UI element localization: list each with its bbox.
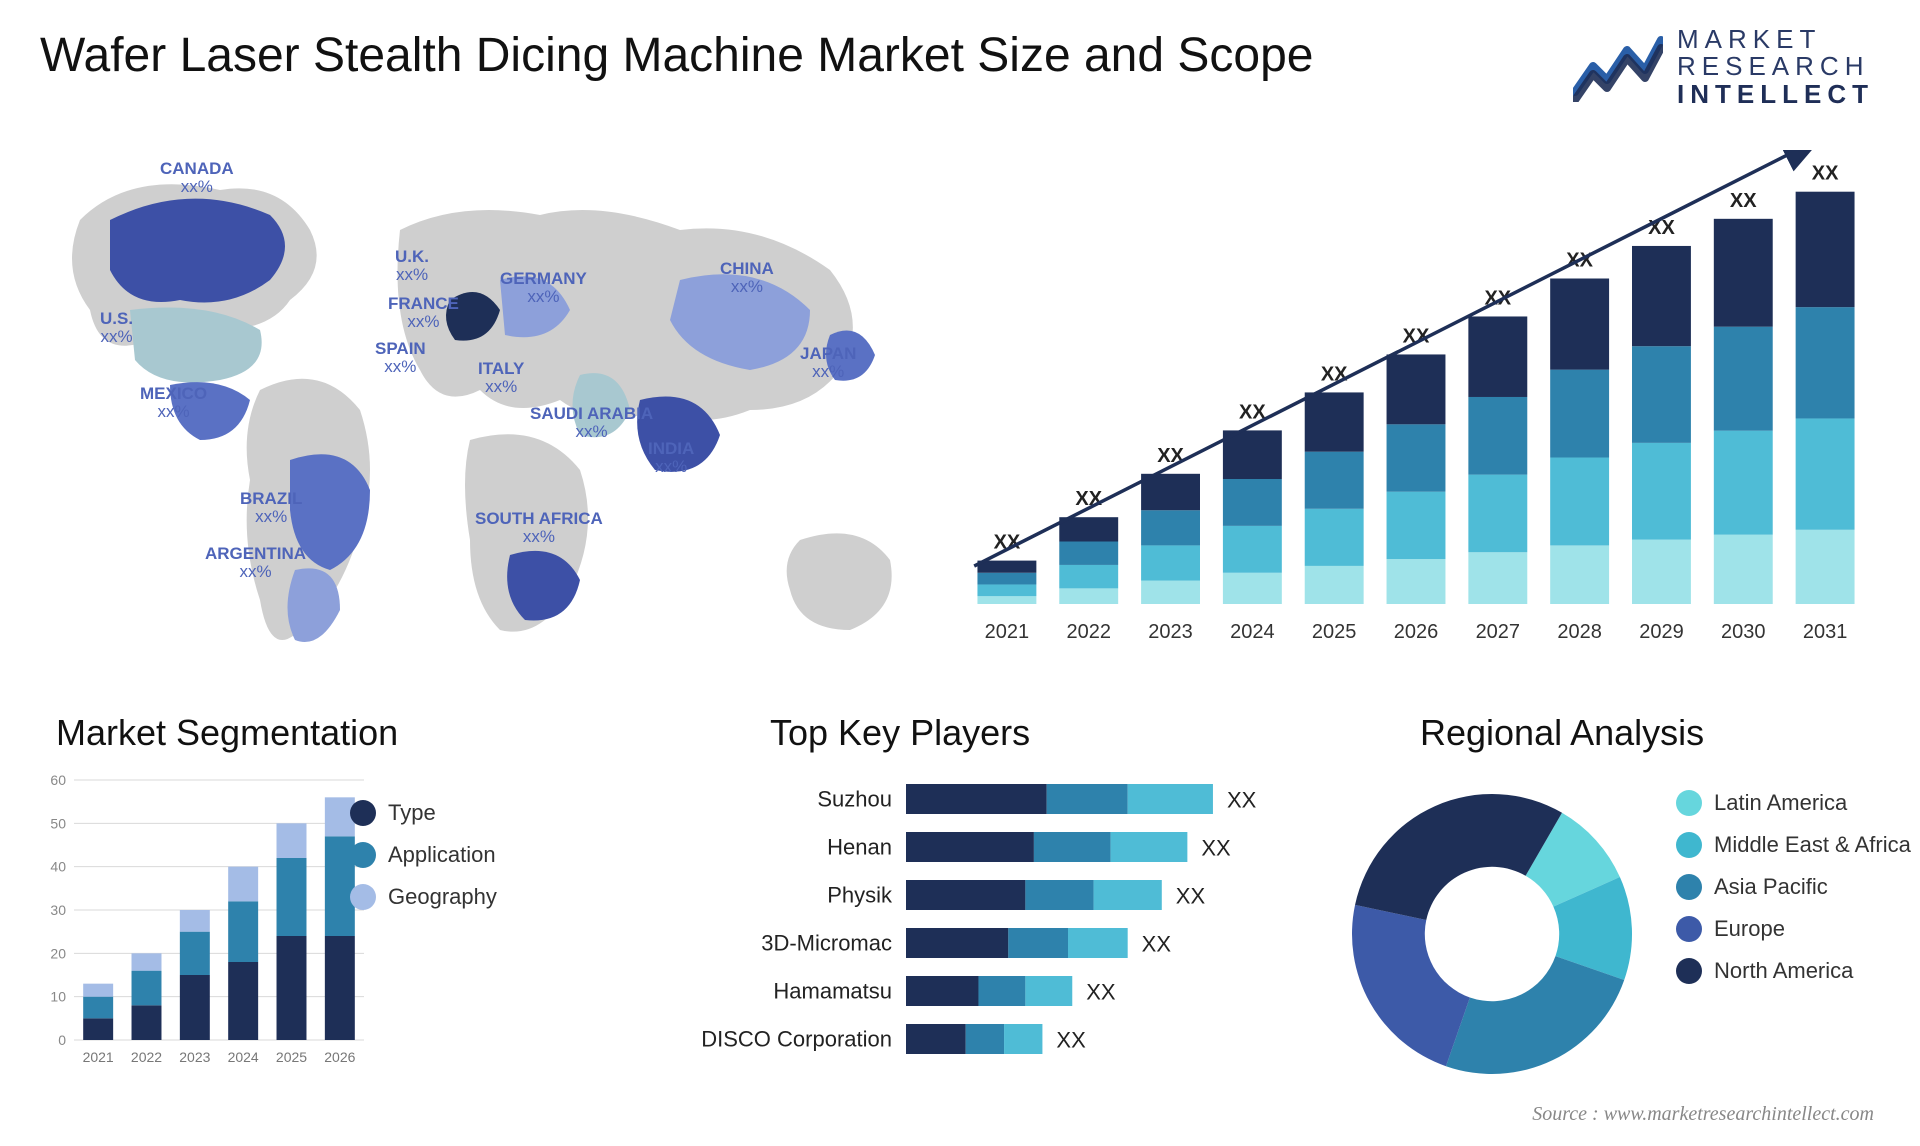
svg-text:3D-Micromac: 3D-Micromac [761,931,892,956]
svg-text:2025: 2025 [276,1049,307,1065]
legend-dot-icon [350,842,376,868]
source-text: Source : www.marketresearchintellect.com [1532,1103,1874,1126]
svg-text:2030: 2030 [1721,621,1766,643]
legend-label: Application [388,842,496,868]
svg-text:2021: 2021 [83,1049,114,1065]
key-players-chart: Suzhou XX Henan XX Physik XX 3D-Micromac XX Hama… [690,774,1290,1104]
logo-line2: RESEARCH [1677,53,1874,80]
legend-label: Type [388,800,436,826]
svg-text:2027: 2027 [1476,621,1521,643]
seg-legend-item: Type [350,800,497,826]
svg-text:60: 60 [50,772,66,788]
map-country-label: CHINAxx% [720,260,774,296]
market-size-chart: XX2021XX2022XX2023XX2024XX2025XX2026XX20… [956,150,1876,650]
svg-text:10: 10 [50,989,66,1005]
region-legend-item: Asia Pacific [1676,874,1911,900]
legend-label: Middle East & Africa [1714,832,1911,858]
svg-text:2023: 2023 [1148,621,1193,643]
logo-line3: INTELLECT [1677,81,1874,108]
map-country-label: FRANCExx% [388,295,459,331]
map-country-label: GERMANYxx% [500,270,587,306]
svg-text:20: 20 [50,945,66,961]
svg-text:40: 40 [50,859,66,875]
heading-regional: Regional Analysis [1420,712,1704,754]
svg-text:DISCO Corporation: DISCO Corporation [701,1027,892,1052]
svg-text:2021: 2021 [985,621,1029,643]
svg-text:0: 0 [58,1032,66,1048]
svg-text:XX: XX [1056,1027,1086,1052]
regional-donut [1332,774,1652,1094]
region-legend-item: Middle East & Africa [1676,832,1911,858]
region-legend-item: North America [1676,958,1911,984]
legend-label: Asia Pacific [1714,874,1828,900]
svg-text:2022: 2022 [1066,621,1111,643]
legend-dot-icon [1676,874,1702,900]
world-map: CANADAxx% U.S.xx% MEXICOxx% BRAZILxx% ARGENT… [40,160,910,680]
svg-text:Hamamatsu: Hamamatsu [773,979,892,1004]
svg-text:XX: XX [1201,835,1231,860]
map-country-label: ARGENTINAxx% [205,545,306,581]
legend-label: North America [1714,958,1853,984]
svg-text:2023: 2023 [179,1049,210,1065]
map-country-label: U.S.xx% [100,310,133,346]
map-country-label: SAUDI ARABIAxx% [530,405,653,441]
map-country-label: BRAZILxx% [240,490,302,526]
legend-label: Europe [1714,916,1785,942]
legend-dot-icon [1676,832,1702,858]
logo-line1: MARKET [1677,26,1874,53]
map-country-label: ITALYxx% [478,360,524,396]
legend-label: Geography [388,884,497,910]
svg-text:XX: XX [1812,163,1839,185]
logo-mark-icon [1573,32,1663,102]
map-country-label: SPAINxx% [375,340,426,376]
svg-text:XX: XX [1227,787,1257,812]
svg-text:Physik: Physik [827,883,893,908]
svg-text:2022: 2022 [131,1049,162,1065]
svg-text:2025: 2025 [1312,621,1357,643]
svg-text:Henan: Henan [827,835,892,860]
map-country-label: SOUTH AFRICAxx% [475,510,603,546]
legend-dot-icon [350,884,376,910]
map-country-label: MEXICOxx% [140,385,207,421]
heading-keyplayers: Top Key Players [770,712,1030,754]
svg-text:2026: 2026 [324,1049,355,1065]
legend-label: Latin America [1714,790,1847,816]
region-legend-item: Latin America [1676,790,1911,816]
svg-text:XX: XX [1176,883,1206,908]
legend-dot-icon [1676,958,1702,984]
segmentation-legend: Type Application Geography [350,800,497,926]
regional-legend: Latin America Middle East & Africa Asia Pa… [1676,790,1911,1000]
map-country-label: CANADAxx% [160,160,234,196]
svg-text:2026: 2026 [1394,621,1439,643]
seg-legend-item: Application [350,842,497,868]
svg-text:2028: 2028 [1557,621,1602,643]
svg-text:30: 30 [50,902,66,918]
region-legend-item: Europe [1676,916,1911,942]
legend-dot-icon [350,800,376,826]
legend-dot-icon [1676,790,1702,816]
svg-text:2024: 2024 [228,1049,259,1065]
legend-dot-icon [1676,916,1702,942]
page-title: Wafer Laser Stealth Dicing Machine Marke… [40,28,1314,83]
svg-text:XX: XX [1730,190,1757,212]
svg-text:50: 50 [50,815,66,831]
seg-legend-item: Geography [350,884,497,910]
svg-text:XX: XX [1142,931,1172,956]
svg-text:Suzhou: Suzhou [817,787,892,812]
svg-text:2029: 2029 [1639,621,1684,643]
svg-text:XX: XX [1086,979,1116,1004]
heading-segmentation: Market Segmentation [56,712,398,754]
svg-text:2024: 2024 [1230,621,1275,643]
map-country-label: INDIAxx% [648,440,694,476]
map-country-label: JAPANxx% [800,345,856,381]
map-country-label: U.K.xx% [395,248,429,284]
brand-logo: MARKET RESEARCH INTELLECT [1573,26,1874,108]
svg-text:2031: 2031 [1803,621,1848,643]
